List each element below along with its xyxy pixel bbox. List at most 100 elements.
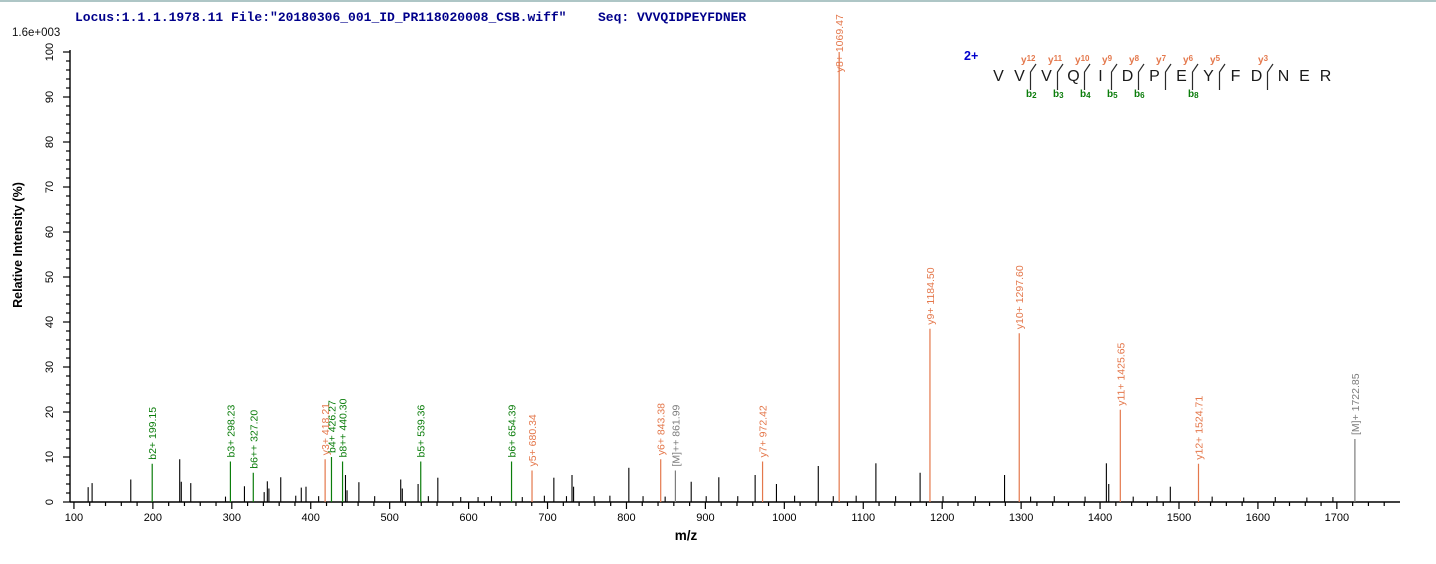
cleavage-slash-icon [1164, 63, 1172, 90]
cleavage-slash-icon [1218, 63, 1226, 90]
cleavage-slash-icon [1056, 63, 1064, 90]
cleavage-marker: y9 b5 [1102, 54, 1118, 100]
x-tick-label: 1300 [1009, 512, 1033, 524]
residue: E [1299, 68, 1310, 85]
y-tick-label: 10 [44, 451, 56, 463]
peak-label: y9+ 1184.50 [925, 267, 937, 324]
y-ion-label: y12 [1021, 54, 1036, 66]
y-tick-label: 60 [44, 226, 56, 238]
residue: V [1041, 68, 1052, 85]
residue: Q [1067, 68, 1080, 85]
residue: R [1319, 68, 1332, 85]
peak-label: b4+ 426.27 [326, 400, 338, 453]
cleavage-slash-icon [1083, 63, 1091, 90]
y-ion-label: y3 [1258, 54, 1269, 66]
cleavage-marker: y3 [1258, 54, 1274, 90]
x-tick-label: 1400 [1088, 512, 1112, 524]
peak-label: b3+ 298.23 [225, 404, 237, 457]
peak-label: b8++ 440.30 [338, 398, 350, 457]
y-tick-label: 0 [44, 499, 56, 505]
y-tick-label: 20 [44, 406, 56, 418]
cleavage-marker: y11 b3 [1048, 54, 1064, 100]
residue: I [1098, 68, 1103, 85]
y-tick-label: 50 [44, 271, 56, 283]
residue: V [993, 68, 1004, 85]
residue: N [1277, 68, 1290, 85]
y-tick-label: 70 [44, 181, 56, 193]
x-tick-label: 1700 [1325, 512, 1349, 524]
residue: D [1121, 68, 1134, 85]
peak-label: y8+ 1069.47 [834, 14, 846, 72]
y-ion-label: y10 [1075, 54, 1090, 66]
peak-label: y7+ 972.42 [758, 405, 770, 457]
peak-label: y3+ 418.21 [320, 403, 332, 455]
b-ion-label: b5 [1107, 89, 1118, 100]
precursor-charge-label: 2+ [964, 49, 979, 63]
cleavage-slash-icon [1191, 63, 1199, 90]
x-tick-label: 500 [380, 512, 398, 524]
peak-label: b6++ 327.20 [248, 410, 260, 469]
x-tick-label: 1200 [930, 512, 954, 524]
peak-label: b6+ 654.39 [507, 404, 519, 457]
peak-label: b2+ 199.15 [147, 407, 159, 460]
y-tick-label: 100 [44, 43, 56, 61]
cleavage-marker: y5 [1210, 54, 1226, 90]
b-ion-label: b3 [1053, 89, 1064, 100]
y-axis-title: Relative Intensity (%) [11, 182, 25, 308]
x-tick-label: 100 [65, 512, 83, 524]
y-ion-label: y6 [1183, 54, 1194, 66]
x-tick-label: 300 [223, 512, 241, 524]
header-sequence: Seq: VVVQIDPEYFDNER [598, 10, 747, 25]
x-tick-label: 200 [144, 512, 162, 524]
residue: F [1230, 68, 1241, 85]
peak-label: y5+ 680.34 [527, 414, 539, 466]
b-ion-label: b4 [1080, 89, 1091, 100]
residue: P [1149, 68, 1160, 85]
peak-label: y11+ 1425.65 [1115, 342, 1127, 405]
intensity-scale-label: 1.6e+003 [12, 27, 61, 39]
x-tick-label: 1000 [772, 512, 796, 524]
residue: Y [1203, 68, 1214, 85]
x-tick-label: 600 [459, 512, 477, 524]
x-tick-label: 1100 [851, 512, 875, 524]
header-locus-file: Locus:1.1.1.1978.11 File:"20180306_001_I… [75, 10, 567, 25]
b-ion-label: b8 [1188, 89, 1199, 100]
x-tick-label: 900 [696, 512, 714, 524]
y-ion-label: y5 [1210, 54, 1221, 66]
b-ion-label: b2 [1026, 89, 1037, 100]
cleavage-marker: y12 b2 [1021, 54, 1037, 100]
y-ion-label: y7 [1156, 54, 1167, 66]
peak-label: y10+ 1297.60 [1014, 265, 1026, 329]
cleavage-marker: y7 [1156, 54, 1172, 90]
cleavage-slash-icon [1137, 63, 1145, 90]
b-ion-label: b6 [1134, 89, 1145, 100]
y-tick-label: 90 [44, 91, 56, 103]
cleavage-slash-icon [1266, 63, 1274, 90]
y-ion-label: y8 [1129, 54, 1140, 66]
residue: E [1176, 68, 1187, 85]
x-axis-title: m/z [675, 528, 698, 543]
cleavage-marker: y6 b8 [1183, 54, 1199, 100]
y-tick-label: 30 [44, 361, 56, 373]
cleavage-marker: y8 b6 [1129, 54, 1145, 100]
x-tick-label: 1600 [1246, 512, 1270, 524]
x-tick-label: 800 [617, 512, 635, 524]
peak-label: [M]+ 1722.85 [1350, 373, 1362, 435]
cleavage-marker: y10 b4 [1075, 54, 1091, 100]
residue: V [1014, 68, 1025, 85]
residue: D [1250, 68, 1263, 85]
peak-label: b5+ 539.36 [416, 404, 428, 457]
y-ion-label: y11 [1048, 54, 1063, 66]
y-tick-label: 80 [44, 136, 56, 148]
cleavage-slash-icon [1029, 63, 1037, 90]
cleavage-slash-icon [1110, 63, 1118, 90]
x-tick-label: 700 [538, 512, 556, 524]
x-tick-label: 400 [302, 512, 320, 524]
peak-label: y12+ 1524.71 [1193, 396, 1205, 460]
y-ion-label: y9 [1102, 54, 1113, 66]
y-tick-label: 40 [44, 316, 56, 328]
peak-label: y6+ 843.38 [656, 403, 668, 455]
